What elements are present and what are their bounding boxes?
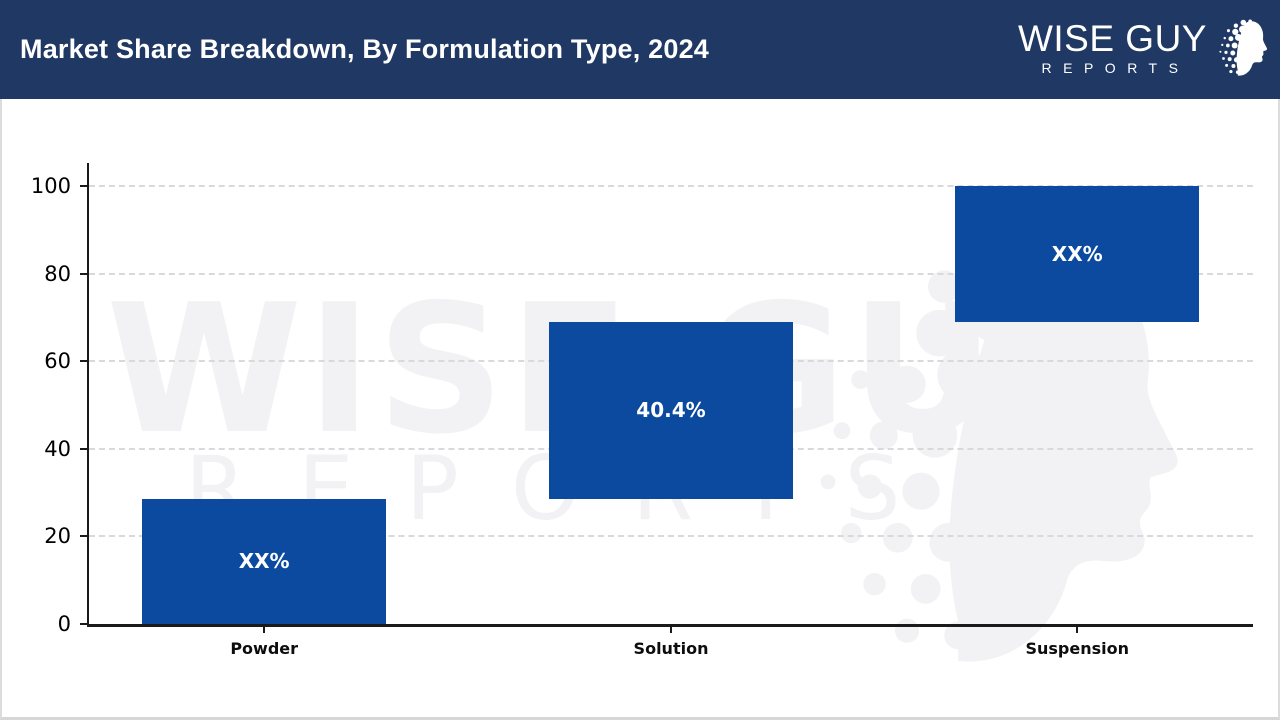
- page-title: Market Share Breakdown, By Formulation T…: [20, 34, 710, 64]
- logo-subtitle: REPORTS: [1041, 60, 1190, 77]
- logo-wordmark: WISE GUY: [1017, 17, 1207, 59]
- y-tick-mark: [80, 360, 89, 363]
- y-tick-label: 0: [57, 612, 71, 636]
- x-tick-mark: [1076, 627, 1079, 633]
- logo-text: WISE GUY REPORTS: [1017, 17, 1207, 77]
- wiseguy-face-icon: [1219, 19, 1268, 76]
- plot-area: 0 20 40 60 80 100 XX% Powder 40.4% Solution XX% Sus…: [31, 163, 1253, 658]
- gridline-20: [89, 535, 1253, 538]
- bar-powder: XX%: [142, 498, 387, 624]
- y-tick-label: 100: [30, 174, 71, 199]
- x-category-label: Suspension: [1025, 639, 1129, 658]
- y-tick-mark: [80, 535, 89, 538]
- gridline-80: [89, 272, 1253, 275]
- x-tick-mark: [263, 627, 266, 633]
- y-tick-label: 20: [44, 524, 71, 549]
- bar-suspension: XX%: [955, 186, 1200, 322]
- y-tick-mark: [80, 185, 89, 188]
- y-tick-label: 80: [44, 261, 71, 286]
- header-bar: Market Share Breakdown, By Formulation T…: [0, 0, 1280, 99]
- bar-value-label: XX%: [238, 549, 290, 574]
- wiseguy-logo: WISE GUY REPORTS: [1018, 7, 1270, 89]
- y-tick-mark: [80, 272, 89, 275]
- gridline-100: [89, 185, 1253, 188]
- bar-value-label: 40.4%: [636, 398, 706, 423]
- y-tick-mark: [80, 447, 89, 450]
- x-tick-mark: [670, 627, 672, 633]
- x-category-label: Powder: [230, 639, 299, 658]
- y-tick-label: 40: [44, 436, 71, 461]
- bar-value-label: XX%: [1051, 242, 1103, 267]
- y-tick-mark: [80, 623, 89, 625]
- bar-solution: 40.4%: [549, 321, 793, 499]
- x-category-label: Solution: [633, 639, 709, 658]
- y-tick-label: 60: [44, 349, 71, 374]
